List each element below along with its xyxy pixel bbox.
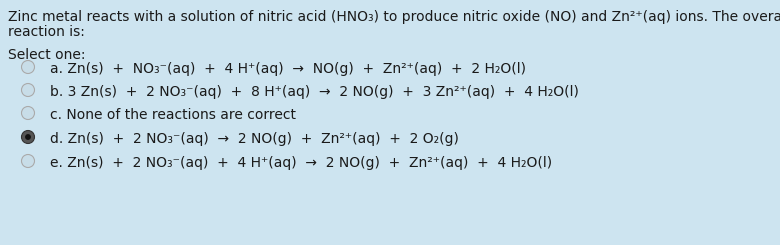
Circle shape bbox=[25, 134, 31, 140]
Text: reaction is:: reaction is: bbox=[8, 25, 85, 39]
Circle shape bbox=[22, 84, 34, 97]
Circle shape bbox=[22, 155, 34, 168]
Circle shape bbox=[22, 107, 34, 120]
Text: d. Zn(s)  +  2 NO₃⁻(aq)  →  2 NO(g)  +  Zn²⁺(aq)  +  2 O₂(g): d. Zn(s) + 2 NO₃⁻(aq) → 2 NO(g) + Zn²⁺(a… bbox=[50, 132, 459, 146]
Text: e. Zn(s)  +  2 NO₃⁻(aq)  +  4 H⁺(aq)  →  2 NO(g)  +  Zn²⁺(aq)  +  4 H₂O(l): e. Zn(s) + 2 NO₃⁻(aq) + 4 H⁺(aq) → 2 NO(… bbox=[50, 156, 552, 170]
Text: b. 3 Zn(s)  +  2 NO₃⁻(aq)  +  8 H⁺(aq)  →  2 NO(g)  +  3 Zn²⁺(aq)  +  4 H₂O(l): b. 3 Zn(s) + 2 NO₃⁻(aq) + 8 H⁺(aq) → 2 N… bbox=[50, 85, 579, 99]
Text: c. None of the reactions are correct: c. None of the reactions are correct bbox=[50, 108, 296, 122]
Circle shape bbox=[22, 131, 34, 144]
Text: Select one:: Select one: bbox=[8, 48, 86, 62]
Circle shape bbox=[22, 61, 34, 74]
Text: a. Zn(s)  +  NO₃⁻(aq)  +  4 H⁺(aq)  →  NO(g)  +  Zn²⁺(aq)  +  2 H₂O(l): a. Zn(s) + NO₃⁻(aq) + 4 H⁺(aq) → NO(g) +… bbox=[50, 62, 526, 76]
Text: Zinc metal reacts with a solution of nitric acid (HNO₃) to produce nitric oxide : Zinc metal reacts with a solution of nit… bbox=[8, 10, 780, 24]
